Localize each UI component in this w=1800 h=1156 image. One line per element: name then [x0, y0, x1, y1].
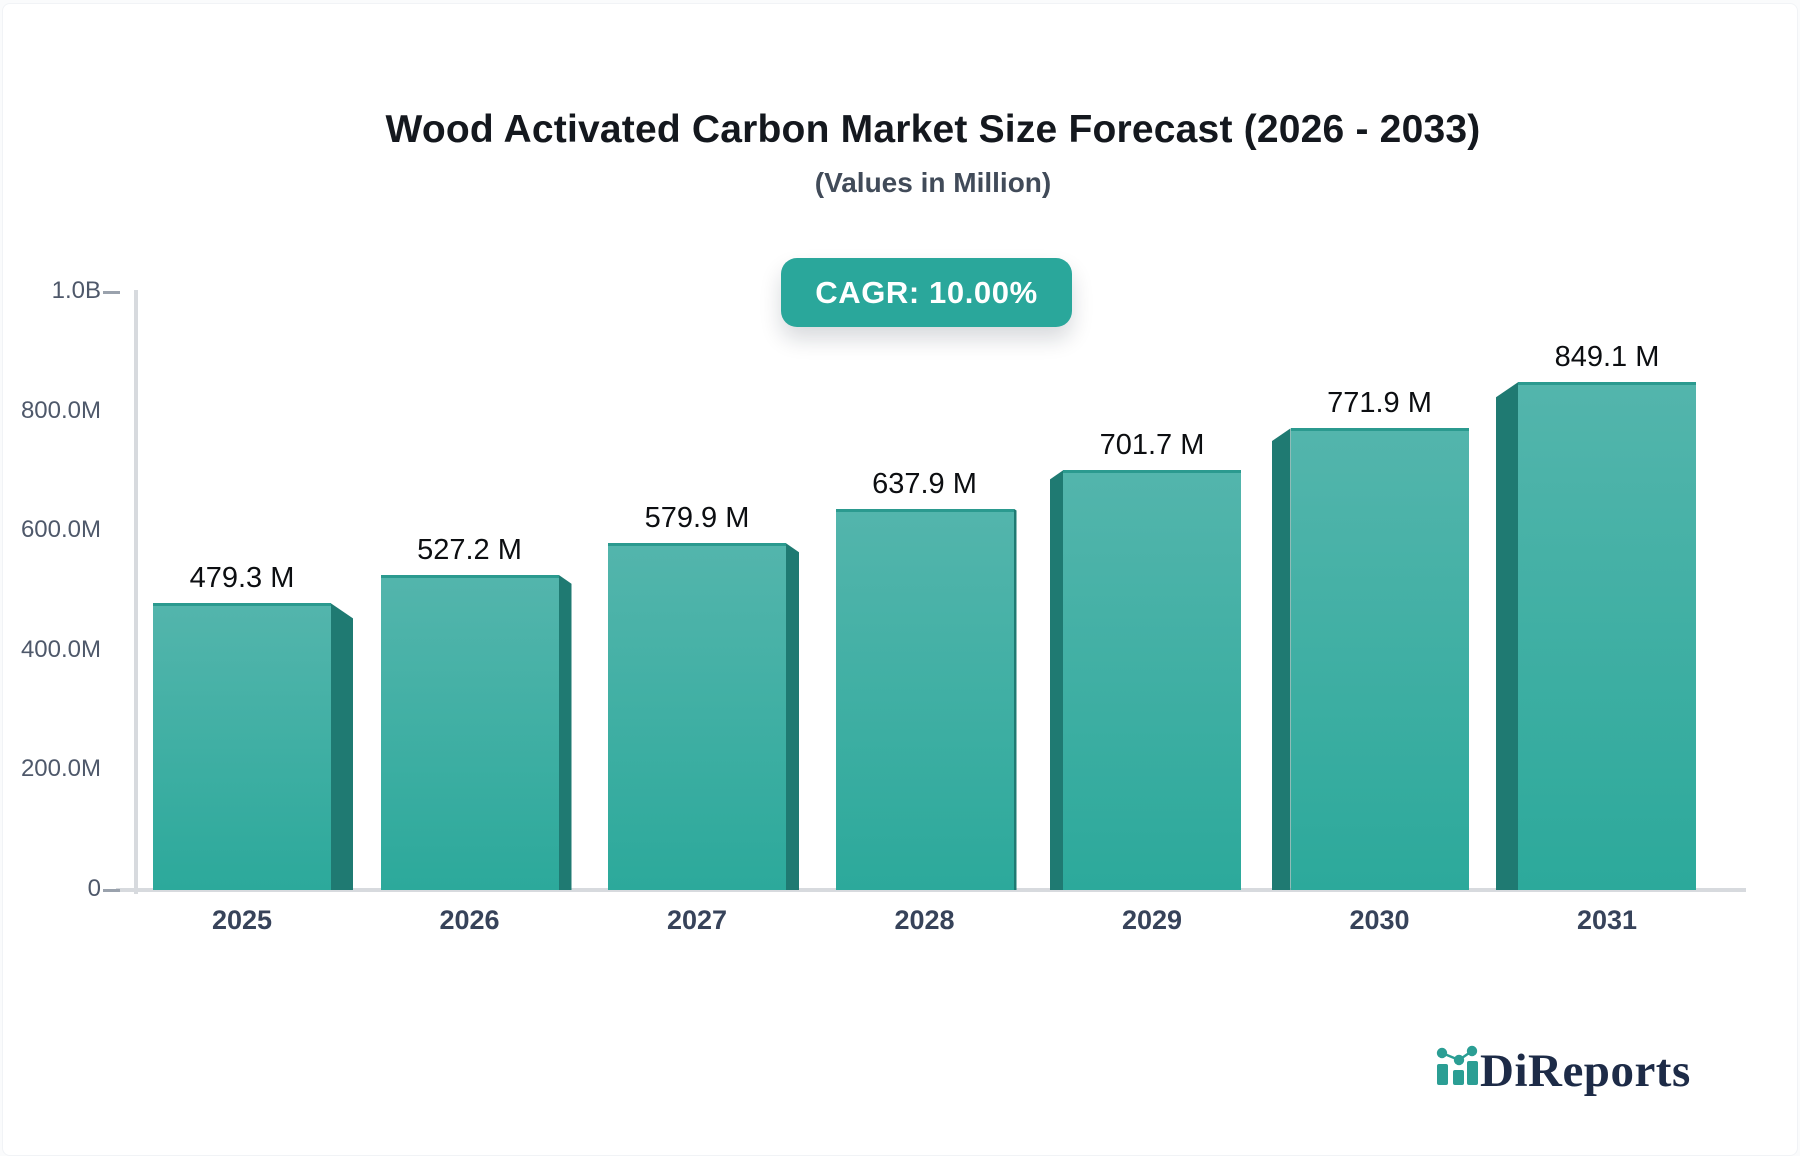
x-axis-category-label: 2028	[894, 905, 955, 935]
y-tick-label: 200.0M	[20, 755, 101, 783]
bar	[1518, 382, 1696, 890]
bar-value-label: 479.3 M	[189, 562, 295, 595]
bar	[608, 543, 786, 890]
x-axis-category-label: 2030	[1349, 905, 1410, 935]
x-axis-category-label: 2027	[666, 905, 728, 935]
bar-value-label: 527.2 M	[417, 533, 522, 566]
bar-value-label: 637.9 M	[872, 467, 977, 500]
bar	[1290, 428, 1469, 890]
cagr-badge: CAGR: 10.00%	[781, 258, 1072, 327]
y-tick-label: 0	[87, 875, 101, 902]
bar-side-panel	[1013, 508, 1017, 890]
x-axis-category-label: 2026	[439, 905, 500, 935]
x-axis-category-label: 2029	[1121, 905, 1183, 935]
bar-value-label: 771.9 M	[1327, 387, 1432, 420]
bar-side-panel	[1050, 470, 1063, 890]
bar-side-panel	[331, 603, 353, 890]
x-axis-category-label: 2025	[211, 905, 273, 935]
bar	[1063, 470, 1241, 890]
x-axis-category-label: 2031	[1576, 905, 1638, 935]
y-tick-mark	[103, 290, 120, 294]
x-axis-baseline	[116, 888, 1746, 892]
bar	[835, 508, 1014, 890]
y-axis-line	[134, 290, 138, 894]
chart-title: Wood Activated Carbon Market Size Foreca…	[385, 108, 1481, 151]
bar	[380, 574, 559, 890]
chart-subtitle: (Values in Million)	[814, 167, 1052, 198]
bar-side-panel	[1496, 382, 1518, 890]
y-tick-mark	[103, 888, 120, 892]
y-tick-label: 1.0B	[51, 277, 101, 304]
bar-value-label: 849.1 M	[1554, 341, 1660, 374]
bar-side-panel	[558, 574, 572, 890]
y-tick-label: 400.0M	[20, 635, 101, 663]
y-tick-label: 600.0M	[20, 516, 101, 544]
bar-value-label: 701.7 M	[1099, 429, 1205, 462]
bar-side-panel	[1271, 428, 1291, 890]
bar-value-label: 579.9 M	[644, 502, 750, 535]
brand-name: DiReports	[1480, 1045, 1691, 1097]
bar	[153, 603, 331, 890]
cagr-badge-label: CAGR: 10.00%	[815, 275, 1038, 310]
chart-card: Wood Activated Carbon Market Size Foreca…	[2, 3, 1798, 1156]
y-tick-label: 800.0M	[20, 396, 101, 424]
bar-side-panel	[786, 543, 799, 890]
direports-logo-icon	[1436, 1045, 1478, 1085]
